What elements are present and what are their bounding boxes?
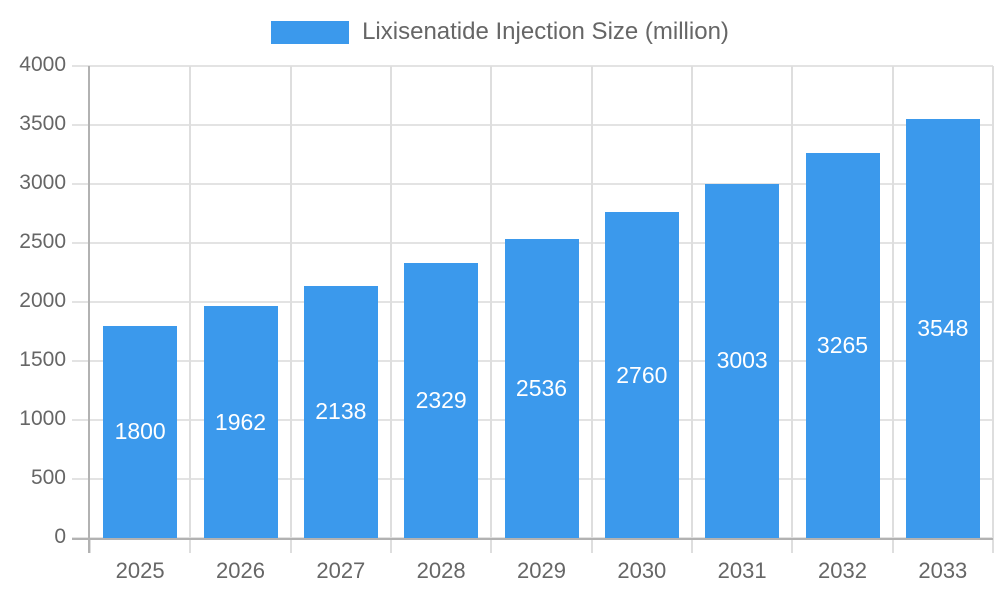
x-axis-tick: [390, 538, 392, 553]
legend-label: Lixisenatide Injection Size (million): [362, 18, 729, 45]
v-gridline: [590, 66, 593, 538]
y-axis-tick: [72, 419, 90, 421]
y-axis-label: 3500: [19, 112, 66, 135]
legend[interactable]: Lixisenatide Injection Size (million): [0, 18, 1000, 46]
y-axis-tick: [72, 65, 90, 67]
y-axis-label: 2500: [19, 230, 66, 253]
y-axis-label: 500: [30, 466, 66, 489]
x-axis-tick: [691, 538, 693, 553]
bar-value-label: 3548: [917, 315, 969, 342]
h-gridline: [90, 183, 993, 185]
x-axis-label: 2033: [918, 558, 968, 583]
bar-value-label: 2760: [616, 361, 668, 388]
x-axis-tick: [289, 538, 292, 553]
y-axis-tick: [72, 360, 90, 362]
x-axis-label: 2025: [115, 558, 165, 583]
x-axis-tick: [490, 538, 493, 553]
bar[interactable]: 2329: [404, 263, 479, 538]
v-gridline: [992, 66, 994, 538]
bar[interactable]: 3003: [705, 183, 780, 538]
x-axis-label: 2026: [216, 558, 265, 583]
y-axis-label: 1500: [19, 348, 66, 371]
y-axis-line: [88, 66, 90, 553]
v-gridline: [490, 66, 493, 538]
y-axis-label: 1000: [19, 407, 66, 430]
y-axis-tick: [72, 478, 90, 480]
x-axis-label: 2027: [316, 558, 366, 583]
bar[interactable]: 2760: [604, 212, 679, 538]
x-axis-tick: [189, 538, 192, 553]
y-axis-label: 4000: [19, 53, 66, 76]
legend-swatch: [271, 20, 350, 44]
x-axis-tick: [791, 538, 794, 553]
v-gridline: [289, 66, 292, 538]
bar-value-label: 2138: [315, 398, 367, 425]
bar[interactable]: 3265: [805, 152, 880, 538]
x-axis-tick: [590, 538, 593, 553]
bar[interactable]: 3548: [905, 119, 980, 538]
bar[interactable]: 1800: [103, 325, 178, 538]
y-axis-tick: [72, 183, 90, 185]
bar-value-label: 1800: [114, 418, 166, 445]
x-axis-label: 2029: [517, 558, 566, 583]
v-gridline: [791, 66, 794, 538]
v-gridline: [691, 66, 693, 538]
x-axis-tick: [891, 538, 894, 553]
x-axis-tick: [89, 538, 91, 553]
y-axis-tick: [72, 301, 90, 303]
bar[interactable]: 2138: [303, 285, 378, 538]
y-axis-tick: [72, 124, 90, 126]
y-axis-label: 0: [54, 525, 66, 548]
bar-value-label: 2536: [515, 374, 568, 401]
x-axis-label: 2030: [617, 558, 667, 583]
bar-value-label: 3003: [716, 347, 768, 374]
v-gridline: [891, 66, 894, 538]
h-gridline: [90, 65, 993, 67]
y-axis-label: 3000: [19, 171, 66, 194]
x-axis-line: [72, 538, 993, 540]
y-axis-label: 2000: [19, 289, 66, 312]
v-gridline: [189, 66, 192, 538]
bar-value-label: 3265: [816, 331, 869, 358]
bar-value-label: 2329: [415, 387, 467, 414]
x-axis-label: 2028: [416, 558, 466, 583]
h-gridline: [90, 124, 993, 126]
bar[interactable]: 1962: [203, 306, 278, 538]
y-axis-tick: [72, 242, 90, 244]
v-gridline: [390, 66, 392, 538]
bar-value-label: 1962: [214, 408, 267, 435]
x-axis-label: 2032: [818, 558, 867, 583]
bar[interactable]: 2536: [504, 238, 579, 538]
x-axis-tick: [992, 538, 994, 553]
x-axis-label: 2031: [717, 558, 767, 583]
